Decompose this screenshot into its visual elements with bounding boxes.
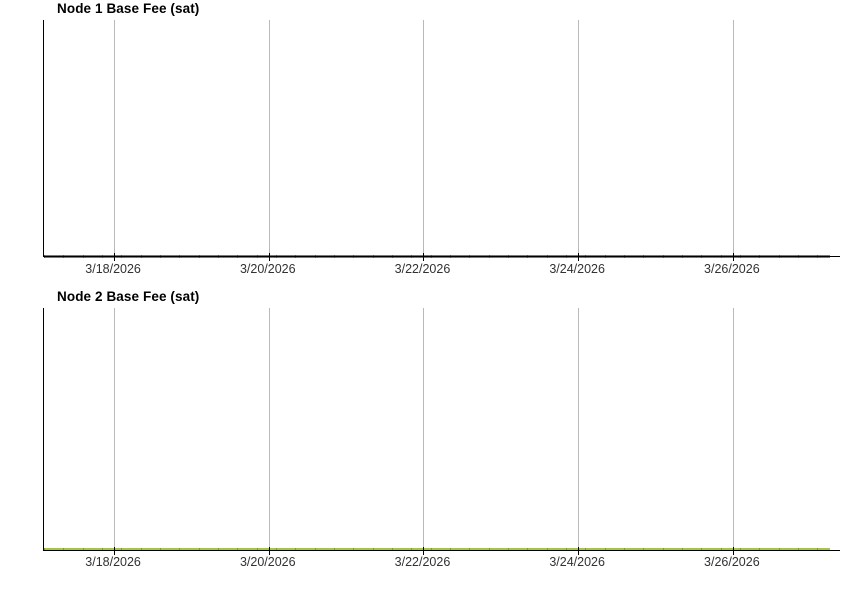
- x-axis-label: 3/22/2026: [394, 262, 451, 276]
- x-axis-label: 3/18/2026: [85, 555, 141, 569]
- data-point-marker: [198, 548, 200, 550]
- data-point-marker: [372, 548, 374, 550]
- x-axis-label: 3/26/2026: [704, 555, 760, 569]
- x-axis-tick: [423, 253, 425, 261]
- data-point-marker: [295, 548, 297, 550]
- x-axis-tick: [114, 547, 116, 555]
- gridline: [423, 308, 425, 551]
- chart-node1-base-fee: Node 1 Base Fee (sat) 3/18/2026 3/20/2026…: [0, 0, 860, 286]
- data-point-marker: [276, 548, 278, 550]
- x-axis-tick: [114, 253, 116, 261]
- x-axis-labels: 3/18/2026 3/20/2026 3/22/2026 3/24/2026 3/26…: [43, 262, 839, 280]
- data-point-marker: [527, 548, 529, 550]
- data-point-marker: [63, 548, 65, 550]
- x-axis-label: 3/20/2026: [239, 262, 296, 276]
- data-point-marker: [604, 548, 606, 550]
- data-point-marker: [237, 548, 239, 550]
- data-point-marker: [759, 548, 761, 550]
- data-point-marker: [798, 548, 800, 550]
- gridline: [114, 20, 116, 257]
- data-point-marker: [682, 548, 684, 550]
- data-point-marker: [82, 548, 84, 550]
- data-point-marker: [140, 548, 142, 550]
- x-axis-tick: [268, 547, 270, 555]
- data-point-marker: [160, 548, 162, 550]
- data-point-marker: [508, 548, 510, 550]
- data-point-marker: [740, 548, 742, 550]
- x-axis-labels: 3/18/2026 3/20/2026 3/22/2026 3/24/2026 3/26…: [43, 555, 839, 573]
- gridline: [114, 308, 116, 551]
- x-axis-tick: [578, 547, 580, 555]
- plot-area: [43, 308, 840, 555]
- data-point-marker: [179, 548, 181, 550]
- gridline: [578, 20, 580, 257]
- x-axis-label: 3/24/2026: [549, 262, 605, 276]
- data-point-marker: [44, 548, 45, 550]
- x-axis-label: 3/22/2026: [394, 555, 451, 569]
- data-point-marker: [817, 548, 819, 550]
- x-axis-label: 3/24/2026: [549, 555, 605, 569]
- gridline: [732, 20, 734, 257]
- data-point-marker: [353, 548, 355, 550]
- data-point-marker: [643, 548, 645, 550]
- chart-title: Node 2 Base Fee (sat): [57, 289, 200, 304]
- data-point-marker: [430, 548, 432, 550]
- gridline: [578, 308, 580, 551]
- data-point-marker: [102, 548, 103, 550]
- chart-title: Node 1 Base Fee (sat): [57, 1, 200, 16]
- data-point-marker: [566, 548, 568, 550]
- x-axis-label: 3/18/2026: [85, 262, 141, 276]
- data-point-marker: [450, 548, 452, 550]
- data-point-marker: [488, 548, 490, 550]
- data-point-marker: [701, 548, 703, 550]
- x-axis-line: [44, 256, 840, 257]
- data-point-marker: [392, 548, 394, 550]
- data-point-marker: [411, 548, 413, 550]
- x-axis-tick: [423, 547, 425, 555]
- x-axis-line: [44, 550, 840, 551]
- gridline: [268, 308, 270, 551]
- plot-area: [43, 20, 840, 261]
- data-point-marker: [720, 548, 722, 550]
- series-line: [44, 548, 830, 550]
- data-point-marker: [546, 548, 548, 550]
- x-axis-label: 3/26/2026: [704, 262, 760, 276]
- data-point-marker: [218, 548, 220, 550]
- x-axis-tick: [732, 547, 734, 555]
- data-point-marker: [334, 548, 336, 550]
- x-axis-label: 3/20/2026: [239, 555, 296, 569]
- chart-node2-base-fee: Node 2 Base Fee (sat) 3/18/2026 3/20/2026…: [0, 288, 860, 594]
- data-point-marker: [585, 548, 587, 550]
- x-axis-tick: [268, 253, 270, 261]
- data-point-marker: [624, 548, 626, 550]
- data-point-marker: [256, 548, 258, 550]
- data-point-marker: [121, 548, 123, 550]
- data-point-marker: [314, 548, 316, 550]
- data-point-marker: [778, 548, 780, 550]
- x-axis-tick: [732, 253, 734, 261]
- gridline: [268, 20, 270, 257]
- data-point-marker: [662, 548, 664, 550]
- gridline: [732, 308, 734, 551]
- gridline: [423, 20, 425, 257]
- data-point-marker: [469, 548, 471, 550]
- x-axis-tick: [578, 253, 580, 261]
